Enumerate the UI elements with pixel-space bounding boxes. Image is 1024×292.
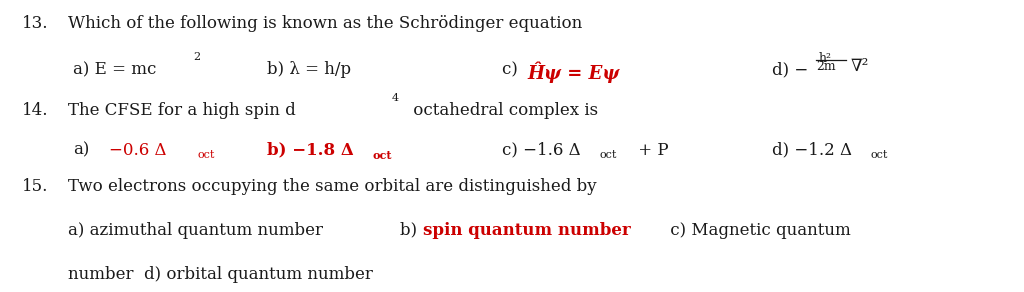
- Text: Two electrons occupying the same orbital are distinguished by: Two electrons occupying the same orbital…: [68, 178, 596, 195]
- Text: 14.: 14.: [22, 102, 48, 119]
- Text: ∇²: ∇²: [851, 58, 869, 75]
- Text: 15.: 15.: [22, 178, 48, 195]
- Text: 13.: 13.: [22, 15, 48, 32]
- Text: number  d) orbital quantum number: number d) orbital quantum number: [68, 266, 373, 283]
- Text: c) −1.6 Δ: c) −1.6 Δ: [502, 142, 581, 159]
- Text: spin quantum number: spin quantum number: [423, 222, 631, 239]
- Text: + P: + P: [633, 142, 668, 159]
- Text: 2m: 2m: [816, 60, 836, 74]
- Text: b) λ = h/p: b) λ = h/p: [267, 62, 351, 79]
- Text: d) −: d) −: [772, 62, 809, 79]
- Text: Ĥψ = Eψ: Ĥψ = Eψ: [527, 62, 620, 83]
- Text: c) Magnetic quantum: c) Magnetic quantum: [666, 222, 851, 239]
- Text: −0.6 Δ: −0.6 Δ: [109, 142, 166, 159]
- Text: octahedral complex is: octahedral complex is: [408, 102, 598, 119]
- Text: 2: 2: [194, 53, 201, 62]
- Text: h²: h²: [818, 52, 831, 65]
- Text: oct: oct: [372, 150, 391, 161]
- Text: oct: oct: [198, 150, 215, 160]
- Text: d) −1.2 Δ: d) −1.2 Δ: [772, 142, 852, 159]
- Text: Which of the following is known as the Schrödinger equation: Which of the following is known as the S…: [68, 15, 582, 32]
- Text: The CFSE for a high spin d: The CFSE for a high spin d: [68, 102, 296, 119]
- Text: oct: oct: [600, 150, 617, 160]
- Text: a) azimuthal quantum number: a) azimuthal quantum number: [68, 222, 328, 239]
- Text: c): c): [502, 62, 523, 79]
- Text: a) E = mc: a) E = mc: [73, 62, 157, 79]
- Text: 4: 4: [391, 93, 398, 103]
- Text: a): a): [73, 142, 89, 159]
- Text: oct: oct: [870, 150, 888, 160]
- Text: b) −1.8 Δ: b) −1.8 Δ: [267, 142, 353, 159]
- Text: b): b): [399, 222, 422, 239]
